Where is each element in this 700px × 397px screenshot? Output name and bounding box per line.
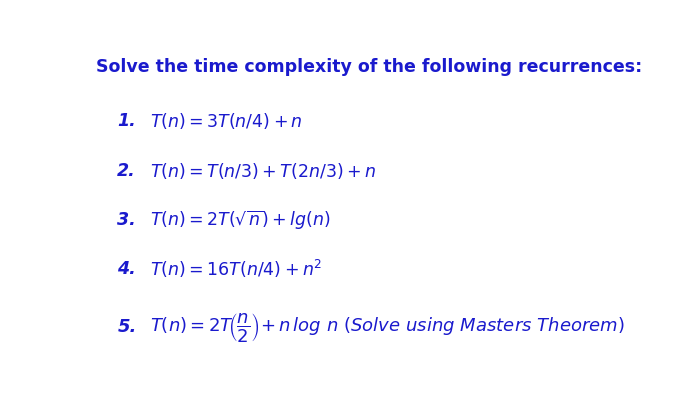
Text: $\mathit{T(n) = T(n/3) + T(2n/3) + n}$: $\mathit{T(n) = T(n/3) + T(2n/3) + n}$ [150,162,376,181]
Text: $\mathit{T(n) = 16T(n/4) +  n^2}$: $\mathit{T(n) = 16T(n/4) + n^2}$ [150,258,322,280]
Text: 4.: 4. [118,260,136,278]
Text: $\mathit{T(n) = 3T(n/4)  +  n}$: $\mathit{T(n) = 3T(n/4) + n}$ [150,111,302,131]
Text: 3.: 3. [118,211,136,229]
Text: Solve the time complexity of the following recurrences:: Solve the time complexity of the followi… [96,58,642,76]
Text: $\mathit{T(n) = 2T\!\left(\dfrac{n}{2}\right)\!+n\,log\ n}$$\ \mathit{(Solve\ us: $\mathit{T(n) = 2T\!\left(\dfrac{n}{2}\r… [150,311,624,344]
Text: 2.: 2. [118,162,136,181]
Text: $\mathit{T(n) = 2T(\sqrt{n}) + lg(n)}$: $\mathit{T(n) = 2T(\sqrt{n}) + lg(n)}$ [150,209,330,232]
Text: 1.: 1. [118,112,136,130]
Text: 5.: 5. [118,318,136,336]
